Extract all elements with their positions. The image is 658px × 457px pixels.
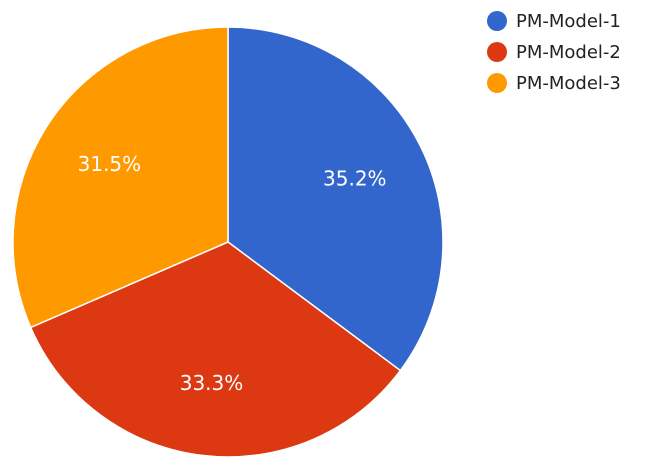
legend-swatch-3 [487, 73, 507, 93]
slice-label-2: 33.3% [180, 371, 244, 395]
pie-slice-3[interactable] [12, 26, 229, 329]
legend-swatch-2 [487, 42, 507, 62]
slice-label-1: 35.2% [323, 166, 387, 190]
pie-slices [12, 26, 444, 457]
pie-slice-labels: 35.2% 33.3% 31.5% [78, 152, 387, 395]
legend-label-3: PM-Model-3 [516, 73, 621, 94]
legend: PM-Model-1 PM-Model-2 PM-Model-3 [487, 11, 621, 94]
pie-slice-2[interactable] [29, 241, 402, 457]
pie-slice-1[interactable] [227, 26, 444, 372]
legend-swatch-1 [487, 11, 507, 31]
legend-item-1[interactable]: PM-Model-1 [487, 11, 621, 32]
legend-item-3[interactable]: PM-Model-3 [487, 73, 621, 94]
legend-label-2: PM-Model-2 [516, 42, 621, 63]
legend-label-1: PM-Model-1 [516, 11, 621, 32]
legend-item-2[interactable]: PM-Model-2 [487, 42, 621, 63]
slice-label-3: 31.5% [78, 152, 142, 176]
